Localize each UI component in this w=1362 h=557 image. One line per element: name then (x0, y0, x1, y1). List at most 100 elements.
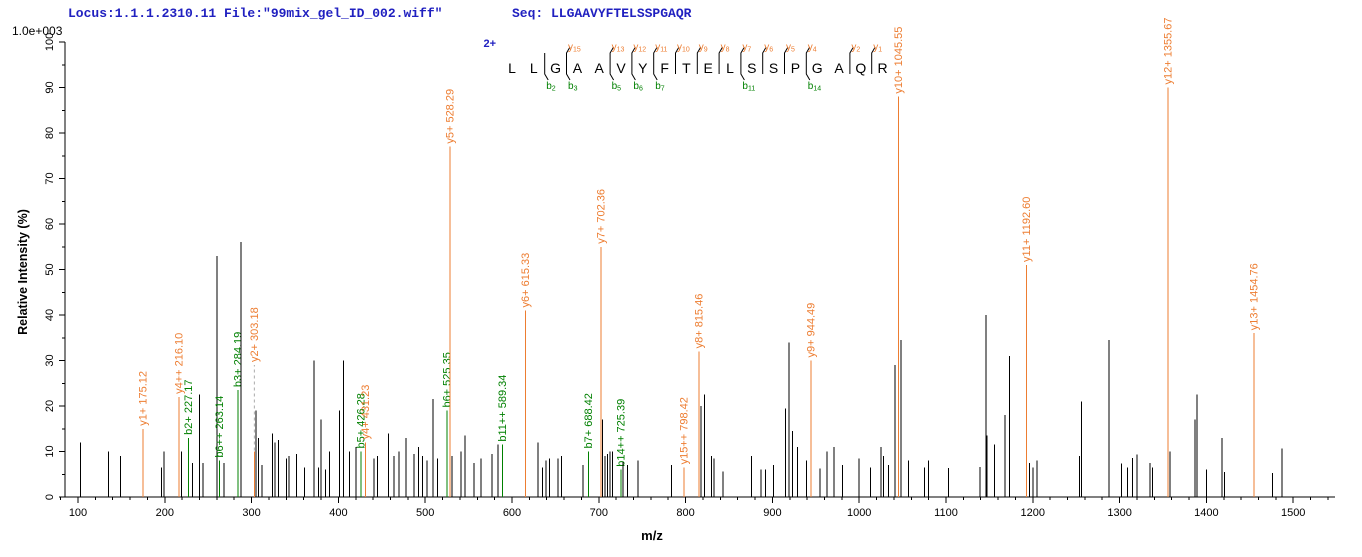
peak-label: y9+ 944.49 (806, 303, 818, 358)
y-ion-map-label: y5 (786, 42, 795, 54)
peak-label: b6++ 263.14 (214, 396, 226, 458)
y-ion-map-label: y2 (851, 42, 860, 54)
y-ion-map-label: y10 (677, 42, 690, 54)
y-tick-label: 40 (44, 309, 56, 321)
cleavage-mark (566, 46, 571, 81)
b-ion-map-label: b11 (742, 81, 755, 93)
cleavage-mark (675, 46, 680, 74)
cleavage-mark (762, 46, 767, 74)
y-ion-map-label: y4 (808, 42, 817, 54)
peak-label: y8+ 815.46 (694, 294, 706, 349)
x-tick-label: 1300 (1107, 507, 1131, 519)
residue-letter: R (878, 60, 888, 76)
precursor-charge-label: 2+ (483, 38, 496, 50)
residue-letter: A (573, 60, 583, 76)
x-axis-title: m/z (641, 528, 663, 543)
peak-label: b11++ 589.34 (497, 375, 509, 442)
peak-label: y15++ 798.42 (679, 397, 691, 464)
residue-letter: L (508, 60, 516, 76)
y-tick-label: 60 (44, 218, 56, 230)
y-ion-map-label: y9 (699, 42, 708, 54)
b-ion-map-label: b14 (808, 81, 821, 93)
y-axis-title: Relative Intensity (%) (16, 209, 30, 335)
peak-label: y10+ 1045.55 (893, 27, 905, 94)
x-tick-label: 200 (156, 507, 174, 519)
peak-label: b5+ 426.28 (356, 393, 368, 448)
residue-letter: S (769, 60, 778, 76)
cleavage-mark (609, 46, 615, 81)
peak-label: b6+ 525.35 (442, 352, 454, 407)
peak-label: y12+ 1355.67 (1162, 18, 1174, 85)
cleavage-mark (718, 46, 724, 74)
cleavage-mark (805, 46, 811, 81)
x-tick-label: 400 (329, 507, 347, 519)
y-ion-map-label: y12 (633, 42, 646, 54)
peak-label: y4++ 216.10 (173, 333, 185, 394)
x-tick-label: 300 (242, 507, 260, 519)
x-tick-label: 900 (763, 507, 781, 519)
y-tick-label: 70 (44, 172, 56, 184)
peak-label: b2+ 227.17 (183, 379, 195, 434)
peak-label: y1+ 175.12 (138, 371, 150, 426)
y-ion-map-label: y11 (655, 42, 667, 54)
y-tick-label: 100 (44, 33, 56, 51)
cleavage-mark (631, 46, 636, 81)
y-ion-map-label: y13 (612, 42, 625, 54)
peak-label: y7+ 702.36 (595, 189, 607, 244)
residue-letter: A (595, 60, 605, 76)
y-tick-label: 0 (44, 494, 56, 500)
peak-label: y4+ 431.23 (360, 385, 372, 440)
x-tick-label: 1500 (1281, 507, 1305, 519)
y-tick-label: 90 (44, 81, 56, 93)
intensity-scale-label: 1.0e+003 (12, 24, 63, 38)
peak-label: y13+ 1454.76 (1248, 263, 1260, 330)
residue-letter: A (834, 60, 844, 76)
x-tick-label: 700 (590, 507, 608, 519)
residue-letter: L (726, 60, 734, 76)
residue-letter: V (616, 60, 626, 76)
x-tick-label: 1000 (847, 507, 871, 519)
y-tick-label: 50 (44, 263, 56, 275)
peak-label: y11+ 1192.60 (1021, 197, 1033, 262)
peak-label: b14++ 725.39 (615, 399, 627, 467)
x-tick-label: 1400 (1194, 507, 1218, 519)
x-tick-label: 100 (69, 507, 87, 519)
peak-label: y6+ 615.33 (520, 253, 532, 308)
residue-letter: Y (638, 60, 648, 76)
x-tick-label: 500 (416, 507, 434, 519)
cleavage-mark (653, 46, 658, 81)
residue-letter: Q (855, 60, 866, 76)
residue-letter: G (812, 60, 823, 76)
y-tick-label: 20 (44, 400, 56, 412)
y-ion-map-label: y6 (764, 42, 773, 54)
cleavage-mark (871, 46, 876, 74)
x-tick-label: 800 (676, 507, 694, 519)
sequence-header-label: Seq: LLGAAVYFTELSSPGAQR (512, 6, 692, 21)
y-ion-map-label: y1 (873, 42, 882, 54)
locus-file-label: Locus:1.1.1.2310.11 File:"99mix_gel_ID_0… (68, 6, 443, 21)
y-ion-map-label: y8 (721, 42, 730, 54)
residue-letter: E (704, 60, 713, 76)
y-tick-label: 30 (44, 354, 56, 366)
b-ion-map-label: b3 (568, 81, 578, 93)
x-tick-label: 1200 (1021, 507, 1045, 519)
peak-label: b7+ 688.42 (583, 393, 595, 448)
y-tick-label: 80 (44, 127, 56, 139)
b-ion-map-label: b5 (612, 81, 622, 93)
cleavage-mark (544, 53, 549, 81)
peak-label: y2+ 303.18 (249, 307, 261, 362)
peak-label: b3+ 284.19 (232, 332, 244, 387)
y-ion-map-label: y15 (568, 42, 581, 54)
residue-letter: L (530, 60, 538, 76)
y-ion-map-label: y7 (742, 42, 751, 54)
b-ion-map-label: b2 (546, 81, 556, 93)
b-ion-map-label: b7 (655, 81, 665, 93)
cleavage-mark (696, 46, 702, 74)
b-ion-map-label: b6 (633, 81, 643, 93)
residue-letter: P (791, 60, 800, 76)
cleavage-mark (849, 46, 854, 74)
residue-letter: T (682, 60, 691, 76)
residue-letter: G (550, 60, 561, 76)
